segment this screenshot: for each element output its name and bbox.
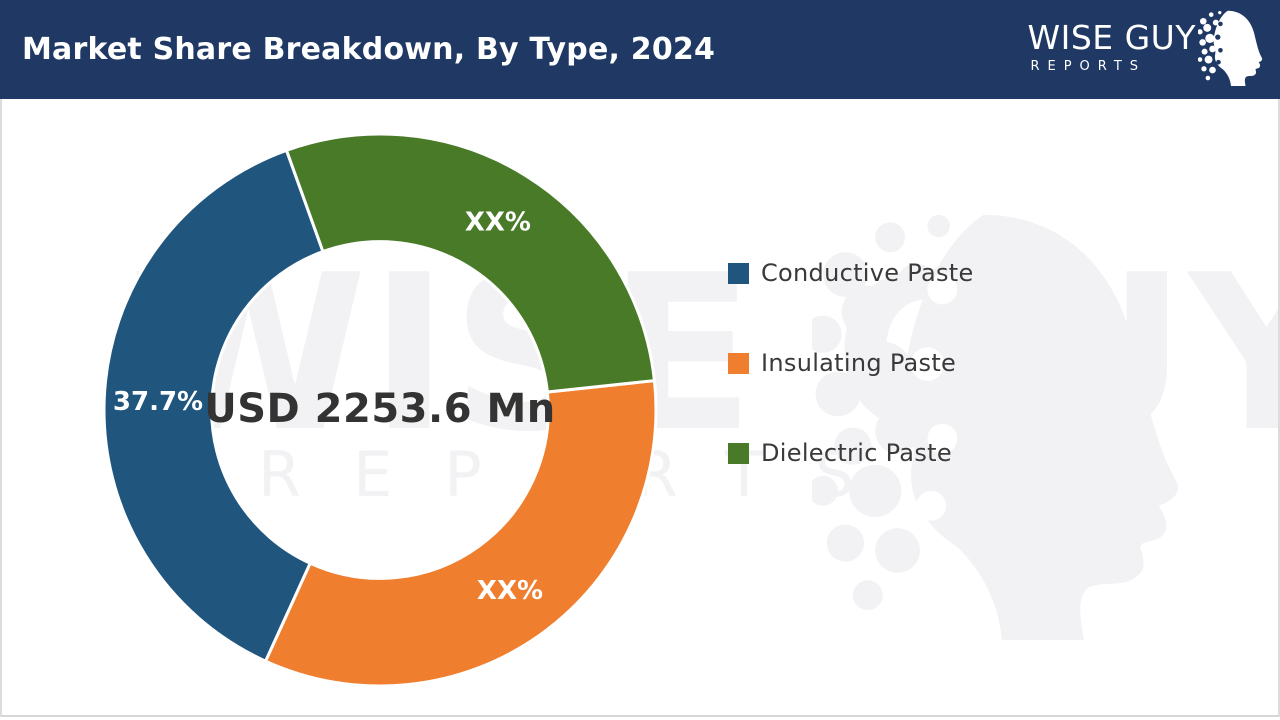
chart-center-value: USD 2253.6 Mn [204, 386, 556, 432]
legend-label: Conductive Paste [761, 259, 974, 287]
page-title: Market Share Breakdown, By Type, 2024 [22, 32, 716, 67]
logo-text: WISE GUY REPORTS [1027, 17, 1196, 75]
legend-item-conductive-paste: Conductive Paste [728, 258, 974, 288]
legend-swatch-conductive [728, 262, 749, 284]
logo-name: WISE GUY [1027, 17, 1196, 57]
legend-label: Dielectric Paste [761, 439, 952, 467]
wise-guy-logo: WISE GUY REPORTS [1027, 6, 1264, 88]
watermark-face-icon [812, 214, 1178, 640]
legend-item-insulating-paste: Insulating Paste [728, 348, 974, 378]
legend-label: Insulating Paste [761, 349, 957, 377]
slice-label: XX% [465, 208, 531, 238]
donut-slice-dielectric-paste [284, 132, 657, 394]
donut-slice-conductive-paste [102, 148, 325, 664]
legend-swatch-dielectric [728, 442, 749, 464]
donut-slice-insulating-paste [263, 378, 658, 688]
legend-item-dielectric-paste: Dielectric Paste [728, 438, 974, 468]
chart-legend: Conductive Paste Insulating Paste Dielec… [728, 258, 974, 528]
legend-swatch-insulating [728, 352, 749, 374]
header: Market Share Breakdown, By Type, 2024 WI… [0, 0, 1280, 99]
slice-label: XX% [477, 576, 543, 606]
face-logo-icon [1198, 10, 1263, 86]
logo-subtitle: REPORTS [1030, 59, 1147, 75]
slice-label: 37.7% [113, 387, 203, 417]
